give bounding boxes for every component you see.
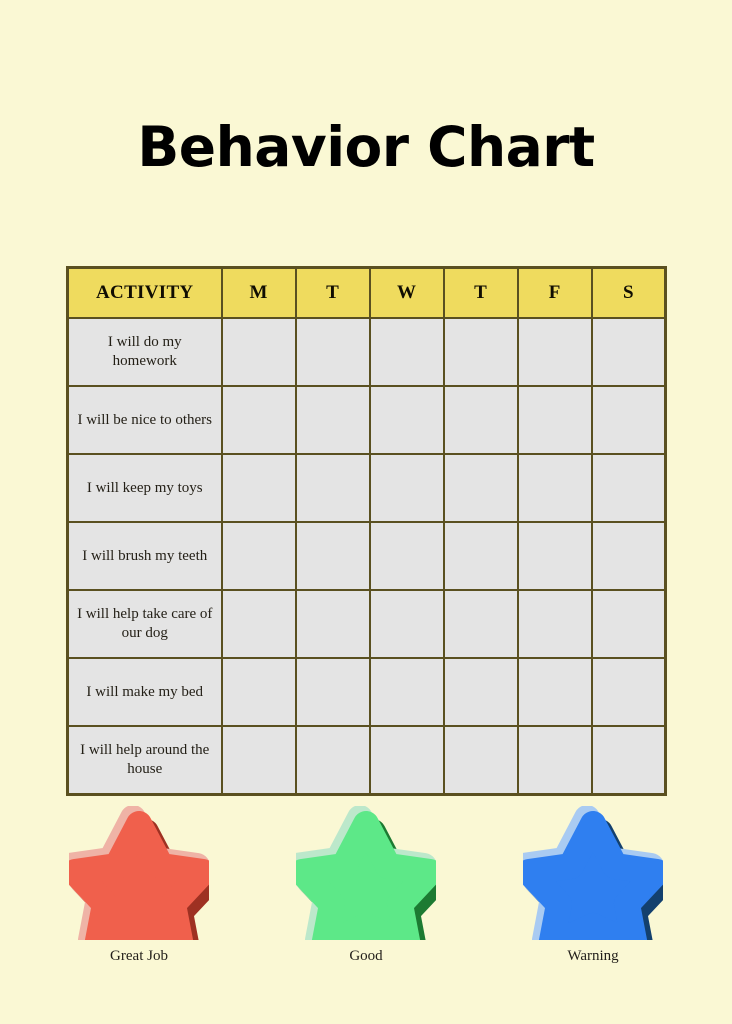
mark-cell[interactable] — [442, 725, 519, 796]
activity-label: I will keep my toys — [66, 453, 223, 523]
mark-cell[interactable] — [442, 317, 519, 387]
mark-cell[interactable] — [442, 589, 519, 659]
mark-cell[interactable] — [220, 657, 297, 727]
legend-item-great-job: Great Job — [52, 806, 227, 964]
mark-cell[interactable] — [516, 657, 593, 727]
mark-cell[interactable] — [590, 725, 667, 796]
mark-cell[interactable] — [368, 453, 445, 523]
activity-label: I will do my homework — [66, 317, 223, 387]
mark-cell[interactable] — [590, 657, 667, 727]
mark-cell[interactable] — [516, 453, 593, 523]
mark-cell[interactable] — [590, 521, 667, 591]
table-header-row: ACTIVITY M T W T F S — [66, 266, 667, 319]
column-header-wednesday: W — [368, 266, 445, 319]
mark-cell[interactable] — [220, 589, 297, 659]
mark-cell[interactable] — [220, 317, 297, 387]
table-row: I will make my bed — [66, 657, 667, 727]
table-body: I will do my homework I will be nice to … — [66, 317, 667, 796]
mark-cell[interactable] — [516, 385, 593, 455]
mark-cell[interactable] — [294, 521, 371, 591]
mark-cell[interactable] — [294, 725, 371, 796]
mark-cell[interactable] — [442, 453, 519, 523]
star-icon — [296, 806, 436, 940]
mark-cell[interactable] — [294, 589, 371, 659]
page-title: Behavior Chart — [137, 115, 595, 179]
mark-cell[interactable] — [516, 589, 593, 659]
mark-cell[interactable] — [590, 385, 667, 455]
mark-cell[interactable] — [368, 657, 445, 727]
mark-cell[interactable] — [516, 725, 593, 796]
behavior-table: ACTIVITY M T W T F S I will do my homewo… — [66, 266, 667, 796]
mark-cell[interactable] — [442, 657, 519, 727]
legend-label: Good — [349, 948, 383, 964]
mark-cell[interactable] — [220, 385, 297, 455]
mark-cell[interactable] — [442, 521, 519, 591]
legend-item-good: Good — [279, 806, 454, 964]
mark-cell[interactable] — [590, 589, 667, 659]
mark-cell[interactable] — [368, 521, 445, 591]
table-header: ACTIVITY M T W T F S — [66, 266, 667, 319]
mark-cell[interactable] — [590, 453, 667, 523]
mark-cell[interactable] — [220, 453, 297, 523]
table-row: I will do my homework — [66, 317, 667, 387]
mark-cell[interactable] — [220, 725, 297, 796]
star-icon — [69, 806, 209, 940]
activity-label: I will help take care of our dog — [66, 589, 223, 659]
table-row: I will keep my toys — [66, 453, 667, 523]
mark-cell[interactable] — [368, 725, 445, 796]
mark-cell[interactable] — [294, 385, 371, 455]
table-row: I will be nice to others — [66, 385, 667, 455]
mark-cell[interactable] — [516, 521, 593, 591]
table-row: I will help take care of our dog — [66, 589, 667, 659]
column-header-monday: M — [220, 266, 297, 319]
mark-cell[interactable] — [368, 385, 445, 455]
mark-cell[interactable] — [442, 385, 519, 455]
column-header-saturday: S — [590, 266, 667, 319]
behavior-table-container: ACTIVITY M T W T F S I will do my homewo… — [66, 266, 667, 796]
mark-cell[interactable] — [368, 589, 445, 659]
mark-cell[interactable] — [294, 317, 371, 387]
mark-cell[interactable] — [368, 317, 445, 387]
activity-label: I will brush my teeth — [66, 521, 223, 591]
mark-cell[interactable] — [294, 453, 371, 523]
activity-label: I will be nice to others — [66, 385, 223, 455]
mark-cell[interactable] — [590, 317, 667, 387]
mark-cell[interactable] — [294, 657, 371, 727]
legend: Great Job Good Warning — [0, 806, 732, 964]
column-header-friday: F — [516, 266, 593, 319]
table-row: I will help around the house — [66, 725, 667, 796]
mark-cell[interactable] — [516, 317, 593, 387]
legend-label: Great Job — [110, 948, 168, 964]
column-header-activity: ACTIVITY — [66, 266, 223, 319]
column-header-tuesday: T — [294, 266, 371, 319]
legend-item-warning: Warning — [506, 806, 681, 964]
column-header-thursday: T — [442, 266, 519, 319]
table-row: I will brush my teeth — [66, 521, 667, 591]
activity-label: I will make my bed — [66, 657, 223, 727]
legend-label: Warning — [567, 948, 619, 964]
activity-label: I will help around the house — [66, 725, 223, 796]
mark-cell[interactable] — [220, 521, 297, 591]
star-icon — [523, 806, 663, 940]
